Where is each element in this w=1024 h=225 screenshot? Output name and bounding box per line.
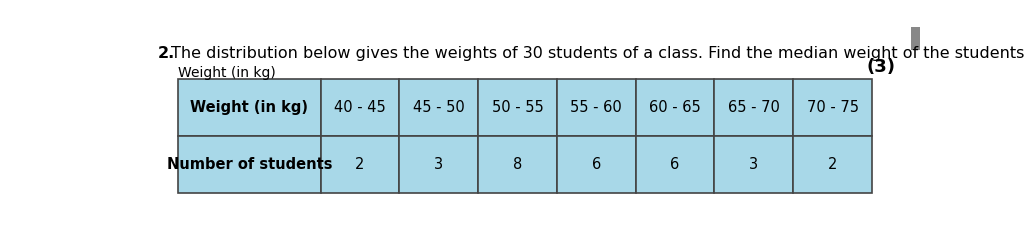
Bar	[557, 136, 636, 193]
Text: Weight (in kg): Weight (in kg)	[178, 65, 276, 79]
Text: Number of students: Number of students	[167, 157, 332, 171]
Text: 70 - 75: 70 - 75	[807, 100, 858, 115]
Text: 2.: 2.	[158, 46, 175, 61]
Text: 6: 6	[671, 157, 680, 171]
Text: 3: 3	[434, 157, 443, 171]
Bar	[478, 136, 557, 193]
Text: 50 - 55: 50 - 55	[492, 100, 544, 115]
Bar	[557, 79, 636, 136]
Text: 2: 2	[828, 157, 838, 171]
Text: 55 - 60: 55 - 60	[570, 100, 623, 115]
Bar	[636, 79, 715, 136]
Bar	[636, 136, 715, 193]
Bar	[178, 136, 321, 193]
Text: 6: 6	[592, 157, 601, 171]
Text: 3: 3	[750, 157, 759, 171]
Bar	[478, 79, 557, 136]
Bar	[399, 136, 478, 193]
Bar	[321, 136, 399, 193]
Bar	[794, 136, 872, 193]
Text: 40 - 45: 40 - 45	[334, 100, 386, 115]
Text: 65 - 70: 65 - 70	[728, 100, 779, 115]
Text: The distribution below gives the weights of 30 students of a class. Find the med: The distribution below gives the weights…	[171, 46, 1024, 61]
Bar	[910, 27, 920, 50]
Text: 8: 8	[513, 157, 522, 171]
Bar	[794, 79, 872, 136]
Text: 45 - 50: 45 - 50	[413, 100, 465, 115]
Bar	[715, 79, 794, 136]
Text: Weight (in kg): Weight (in kg)	[190, 100, 308, 115]
Bar	[321, 79, 399, 136]
Bar	[715, 136, 794, 193]
Text: (3): (3)	[866, 58, 895, 76]
Text: 60 - 65: 60 - 65	[649, 100, 701, 115]
Text: 2: 2	[355, 157, 365, 171]
Bar	[399, 79, 478, 136]
Bar	[178, 79, 321, 136]
